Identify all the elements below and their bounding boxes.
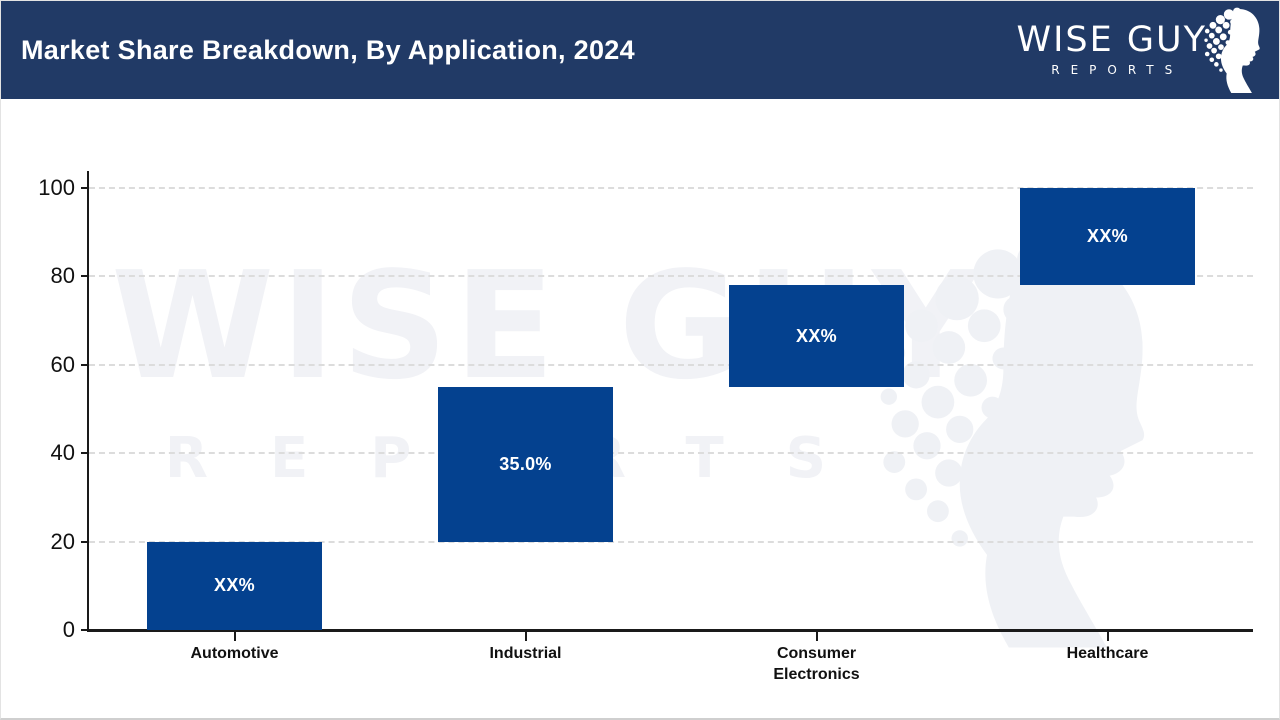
- y-tick-label: 20: [50, 528, 75, 554]
- x-tick-mark: [815, 632, 818, 641]
- x-tick-mark: [524, 632, 527, 641]
- gridline: [89, 275, 1253, 278]
- gridline: [89, 187, 1253, 189]
- y-tick-label: 80: [50, 263, 75, 289]
- page-title: Market Share Breakdown, By Application, …: [21, 34, 635, 65]
- chart-stage: WISE GUY REPORTS 020406080100XX%Automoti…: [1, 99, 1279, 718]
- bar: 35.0%: [438, 386, 613, 542]
- y-tick-mark: [81, 363, 89, 366]
- y-tick-label: 0: [62, 617, 75, 642]
- logo-wordmark: WISE GUY: [1016, 20, 1207, 60]
- logo-text: WISE GUY REPORTS: [1016, 20, 1207, 78]
- wise-guy-logo: WISE GUY REPORTS: [1016, 1, 1265, 99]
- logo-subtitle: REPORTS: [1051, 63, 1184, 77]
- gridline: [89, 540, 1253, 543]
- x-tick-mark: [233, 632, 236, 641]
- bar: XX%: [147, 541, 322, 630]
- x-axis-line: [89, 629, 1253, 632]
- y-tick-label: 40: [50, 440, 75, 466]
- category-label: Industrial: [489, 645, 562, 662]
- bar-value-label: XX%: [214, 575, 255, 596]
- category-label: Consumer Electronics: [773, 645, 860, 683]
- y-tick-mark: [81, 275, 89, 278]
- category-label: Automotive: [190, 645, 279, 662]
- x-tick-mark: [1106, 632, 1109, 641]
- plot-area: 0 20 40 60 80 100 XX% Automotive 35.0% Industrial…: [1, 99, 1279, 718]
- y-axis-line: [87, 171, 89, 632]
- bar-value-label: XX%: [796, 325, 837, 346]
- bar-value-label: 35.0%: [499, 453, 552, 474]
- gridline: [89, 452, 1253, 455]
- y-tick-label: 60: [50, 351, 75, 377]
- y-tick-mark: [81, 187, 89, 189]
- bar: XX%: [729, 285, 904, 387]
- y-tick-label: 100: [38, 175, 75, 200]
- y-tick-mark: [81, 452, 89, 455]
- bar: XX%: [1020, 188, 1195, 286]
- y-tick-mark: [81, 629, 89, 631]
- gridline: [89, 363, 1253, 366]
- bar-value-label: XX%: [1087, 226, 1128, 247]
- y-tick-mark: [81, 540, 89, 543]
- logo-head-icon: [1201, 7, 1265, 93]
- category-label: Healthcare: [1066, 645, 1149, 662]
- header-bar: Market Share Breakdown, By Application, …: [1, 1, 1279, 99]
